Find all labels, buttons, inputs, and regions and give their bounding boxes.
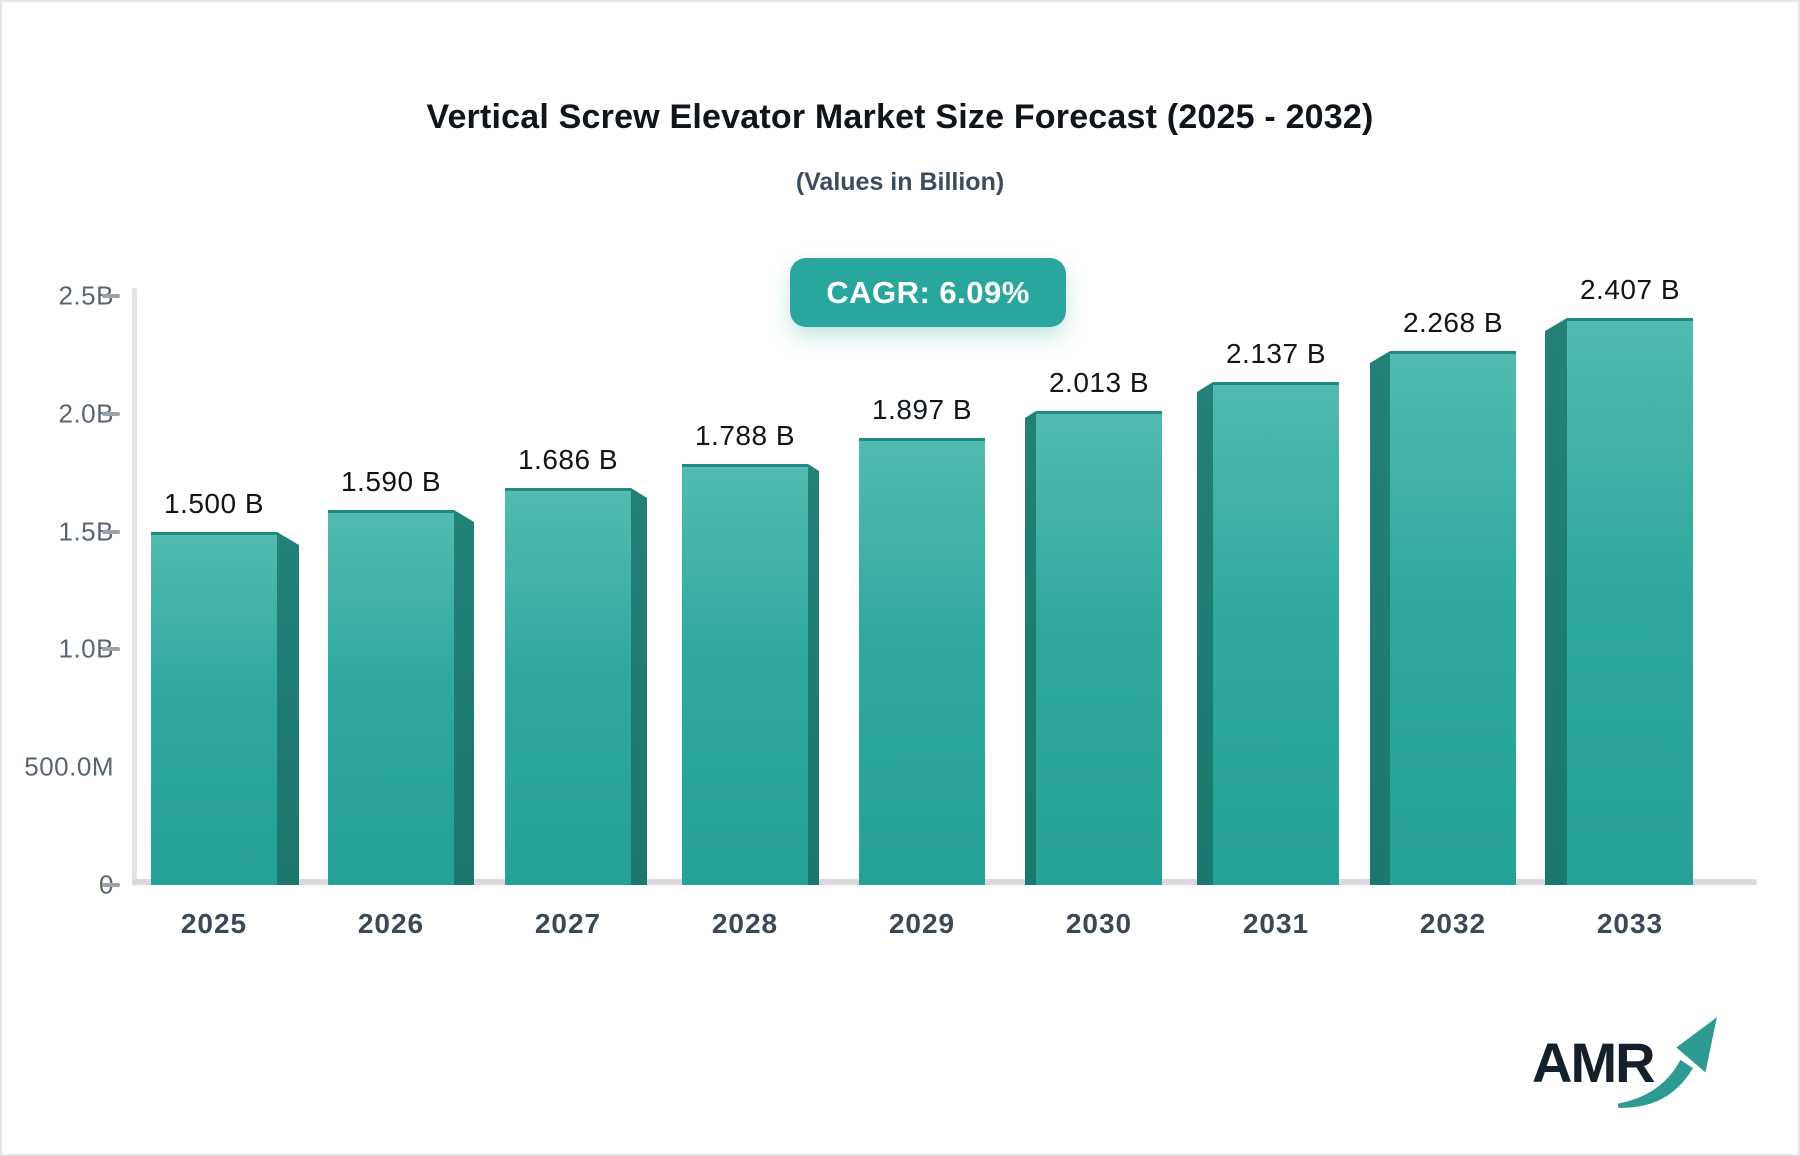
bar-2025-side-face: [277, 532, 299, 885]
bar-value-label: 1.500 B: [163, 488, 265, 519]
bar-2029[interactable]: [859, 438, 985, 885]
y-tick-label: 1.0B: [58, 633, 114, 664]
bar-2030[interactable]: [1036, 411, 1162, 885]
bar-value-label: 2.407 B: [1579, 274, 1681, 305]
bar-2028[interactable]: [682, 464, 808, 885]
bar-2032-side-face: [1370, 351, 1390, 885]
y-tick-label: 2.5B: [58, 280, 114, 311]
chart-title: Vertical Screw Elevator Market Size Fore…: [426, 98, 1374, 136]
bar-2031[interactable]: [1213, 382, 1339, 885]
bar-2033[interactable]: [1567, 318, 1693, 885]
cagr-badge: CAGR: 6.09%: [790, 258, 1066, 327]
bar-value-label: 2.013 B: [1048, 367, 1150, 398]
bar-value-label: 2.268 B: [1402, 307, 1504, 338]
y-tick-label: 500.0M: [24, 751, 114, 782]
x-axis-label-2032: 2032: [1419, 908, 1487, 939]
x-axis-label-2033: 2033: [1596, 908, 1664, 939]
bar-2030-side-face: [1025, 411, 1036, 885]
x-axis-label-2029: 2029: [888, 908, 956, 939]
bar-2025[interactable]: [151, 532, 277, 885]
y-tick-mark: [102, 529, 120, 534]
x-axis-label-2025: 2025: [180, 908, 248, 939]
chart-subtitle: (Values in Billion): [795, 168, 1005, 196]
y-tick-label: 1.5B: [58, 516, 114, 547]
bar-value-label: 1.686 B: [517, 444, 619, 475]
bar-2027[interactable]: [505, 488, 631, 885]
x-axis-label-2031: 2031: [1242, 908, 1310, 939]
bar-value-label: 1.590 B: [340, 466, 442, 497]
bar-2026[interactable]: [328, 510, 454, 885]
y-tick-mark: [102, 647, 120, 652]
bar-2028-side-face: [808, 464, 819, 885]
y-tick-label: 2.0B: [58, 398, 114, 429]
y-tick-label: 0: [2, 870, 114, 901]
bar-2027-side-face: [631, 488, 647, 885]
bar-2026-side-face: [454, 510, 474, 885]
y-axis-line: [132, 288, 137, 886]
amr-logo[interactable]: AMR: [1532, 1014, 1722, 1124]
bar-value-label: 1.788 B: [694, 420, 796, 451]
y-tick-mark: [102, 294, 120, 298]
y-tick-mark: [102, 411, 120, 416]
x-axis-label-2026: 2026: [357, 908, 425, 939]
bar-2031-side-face: [1197, 382, 1213, 885]
x-axis-label-2028: 2028: [711, 908, 779, 939]
x-axis-label-2030: 2030: [1065, 908, 1133, 939]
bar-2032[interactable]: [1390, 351, 1516, 885]
growth-arrow-icon: [1618, 1017, 1717, 1108]
x-axis-label-2027: 2027: [534, 908, 602, 939]
bar-value-label: 1.897 B: [871, 394, 973, 425]
bar-value-label: 2.137 B: [1225, 338, 1327, 369]
bar-2033-side-face: [1545, 318, 1567, 885]
y-tick-mark: [102, 883, 120, 887]
cagr-badge-label: CAGR: 6.09%: [826, 274, 1030, 310]
amr-logo-text: AMR: [1532, 1031, 1656, 1094]
